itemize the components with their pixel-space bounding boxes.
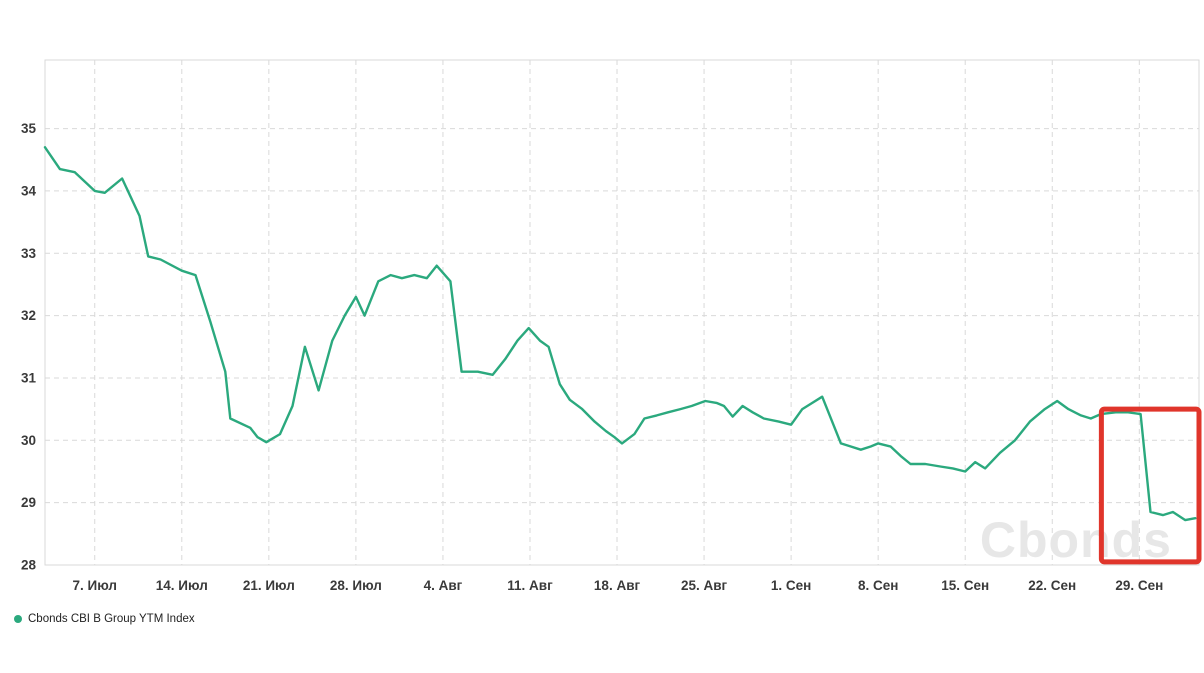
legend-item[interactable]: Cbonds CBI B Group YTM Index: [14, 613, 195, 625]
y-axis-tick-label: 32: [21, 308, 36, 323]
x-axis-tick-label: 1. Сен: [771, 578, 811, 593]
legend-marker-icon: [14, 615, 22, 623]
x-axis-tick-label: 11. Авг: [507, 578, 553, 593]
cbonds-watermark: Cbonds: [980, 512, 1172, 568]
series-line: [43, 146, 1197, 522]
x-axis-tick-label: 22. Сен: [1028, 578, 1076, 593]
x-axis-tick-label: 4. Авг: [424, 578, 463, 593]
y-axis-tick-label: 34: [21, 183, 37, 198]
y-axis-tick-label: 30: [21, 433, 36, 448]
highlight-box-annotation: [1098, 406, 1202, 565]
y-axis-tick-label: 33: [21, 246, 37, 261]
x-axis-tick-label: 8. Сен: [858, 578, 898, 593]
x-axis-tick-label: 21. Июл: [243, 578, 295, 593]
y-axis-tick-label: 28: [21, 558, 37, 573]
x-axis-tick-label: 28. Июл: [330, 578, 382, 593]
x-axis-tick-label: 18. Авг: [594, 578, 641, 593]
x-axis-tick-label: 25. Авг: [681, 578, 728, 593]
y-axis-tick-label: 35: [21, 121, 37, 136]
y-axis-tick-label: 29: [21, 495, 36, 510]
legend-label: Cbonds CBI B Group YTM Index: [28, 613, 195, 625]
plot-frame: [44, 59, 1200, 566]
x-axis-tick-label: 7. Июл: [72, 578, 116, 593]
x-axis-tick-label: 29. Сен: [1115, 578, 1163, 593]
x-axis-tick-label: 15. Сен: [941, 578, 989, 593]
x-axis-tick-label: 14. Июл: [156, 578, 208, 593]
y-axis-tick-label: 31: [21, 370, 37, 385]
